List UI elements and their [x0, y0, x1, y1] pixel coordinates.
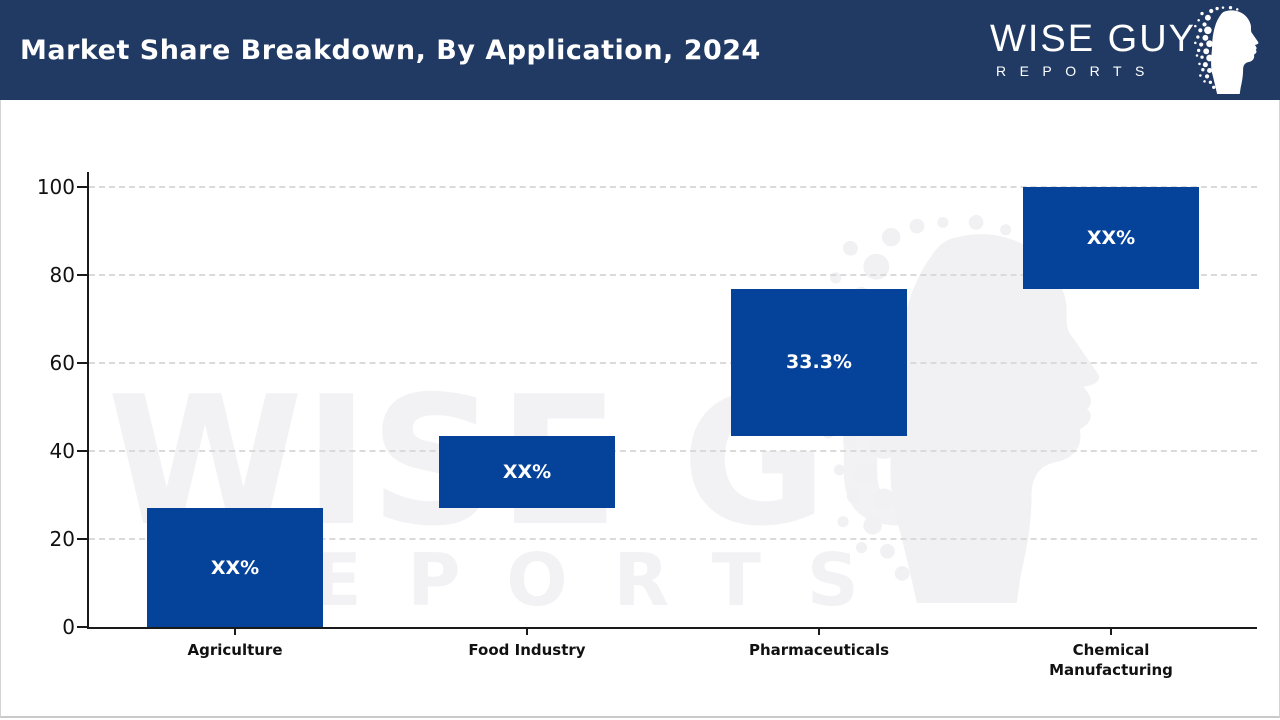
y-tick-mark-0: [77, 626, 87, 628]
bar-chemical-manufacturing: [1023, 187, 1199, 290]
bar-value-label-chemical-manufacturing: XX%: [1086, 227, 1136, 250]
gridline-80: [89, 274, 1257, 276]
logo-wordmark: WISE GUY REPORTS: [990, 18, 1196, 82]
y-tick-mark-60: [77, 362, 87, 364]
y-tick-label-20: 20: [49, 527, 75, 551]
x-tick-pharmaceuticals: [818, 627, 820, 635]
y-tick-label-80: 80: [49, 263, 75, 287]
x-axis-line: [87, 627, 1257, 629]
bar-agriculture: [147, 508, 323, 627]
y-axis-line: [87, 172, 89, 629]
plot-area: 0 20 40 60 80 100 XX% Agriculture XX% Food Indust…: [37, 172, 1257, 679]
x-axis-label-chemical-manufacturing: Chemical Manufacturing: [1049, 641, 1173, 679]
bar-value-label-pharmaceuticals: 33.3%: [786, 351, 852, 374]
x-axis-label-pharmaceuticals: Pharmaceuticals: [748, 641, 890, 659]
brand-logo: WISE GUY REPORTS: [990, 6, 1270, 94]
y-tick-label-100: 100: [36, 175, 75, 199]
x-tick-food-industry: [526, 627, 528, 635]
x-axis-label-food-industry: Food Industry: [468, 641, 586, 659]
bar-value-label-food-industry: XX%: [502, 460, 552, 483]
wiseguy-head-icon: [1194, 6, 1259, 94]
y-tick-label-0: 0: [62, 615, 75, 639]
bar-pharmaceuticals: [731, 289, 907, 436]
x-tick-chemical-manufacturing: [1110, 627, 1112, 635]
logo-sub-text: REPORTS: [995, 63, 1158, 79]
header: Market Share Breakdown, By Application, …: [0, 0, 1280, 100]
gridline-20: [89, 538, 1257, 540]
gridline-60: [89, 362, 1257, 364]
y-tick-label-60: 60: [49, 351, 75, 375]
bar-value-label-agriculture: XX%: [210, 556, 260, 579]
logo-name-text: WISE GUY: [989, 18, 1196, 60]
x-tick-agriculture: [234, 627, 236, 635]
y-tick-mark-40: [77, 450, 87, 452]
y-tick-mark-80: [77, 274, 87, 276]
y-tick-mark-20: [77, 538, 87, 540]
x-axis-label-agriculture: Agriculture: [187, 641, 283, 659]
bar-food-industry: [439, 435, 615, 509]
y-tick-label-40: 40: [49, 439, 75, 463]
y-tick-mark-100: [77, 186, 87, 188]
gridline-40: [89, 450, 1257, 452]
gridline-100: [89, 186, 1257, 188]
chart-region: WISE GU REPORTS 0 20 40 60 80 100 XX% Agri: [0, 100, 1280, 718]
page-title: Market Share Breakdown, By Application, …: [20, 34, 761, 66]
